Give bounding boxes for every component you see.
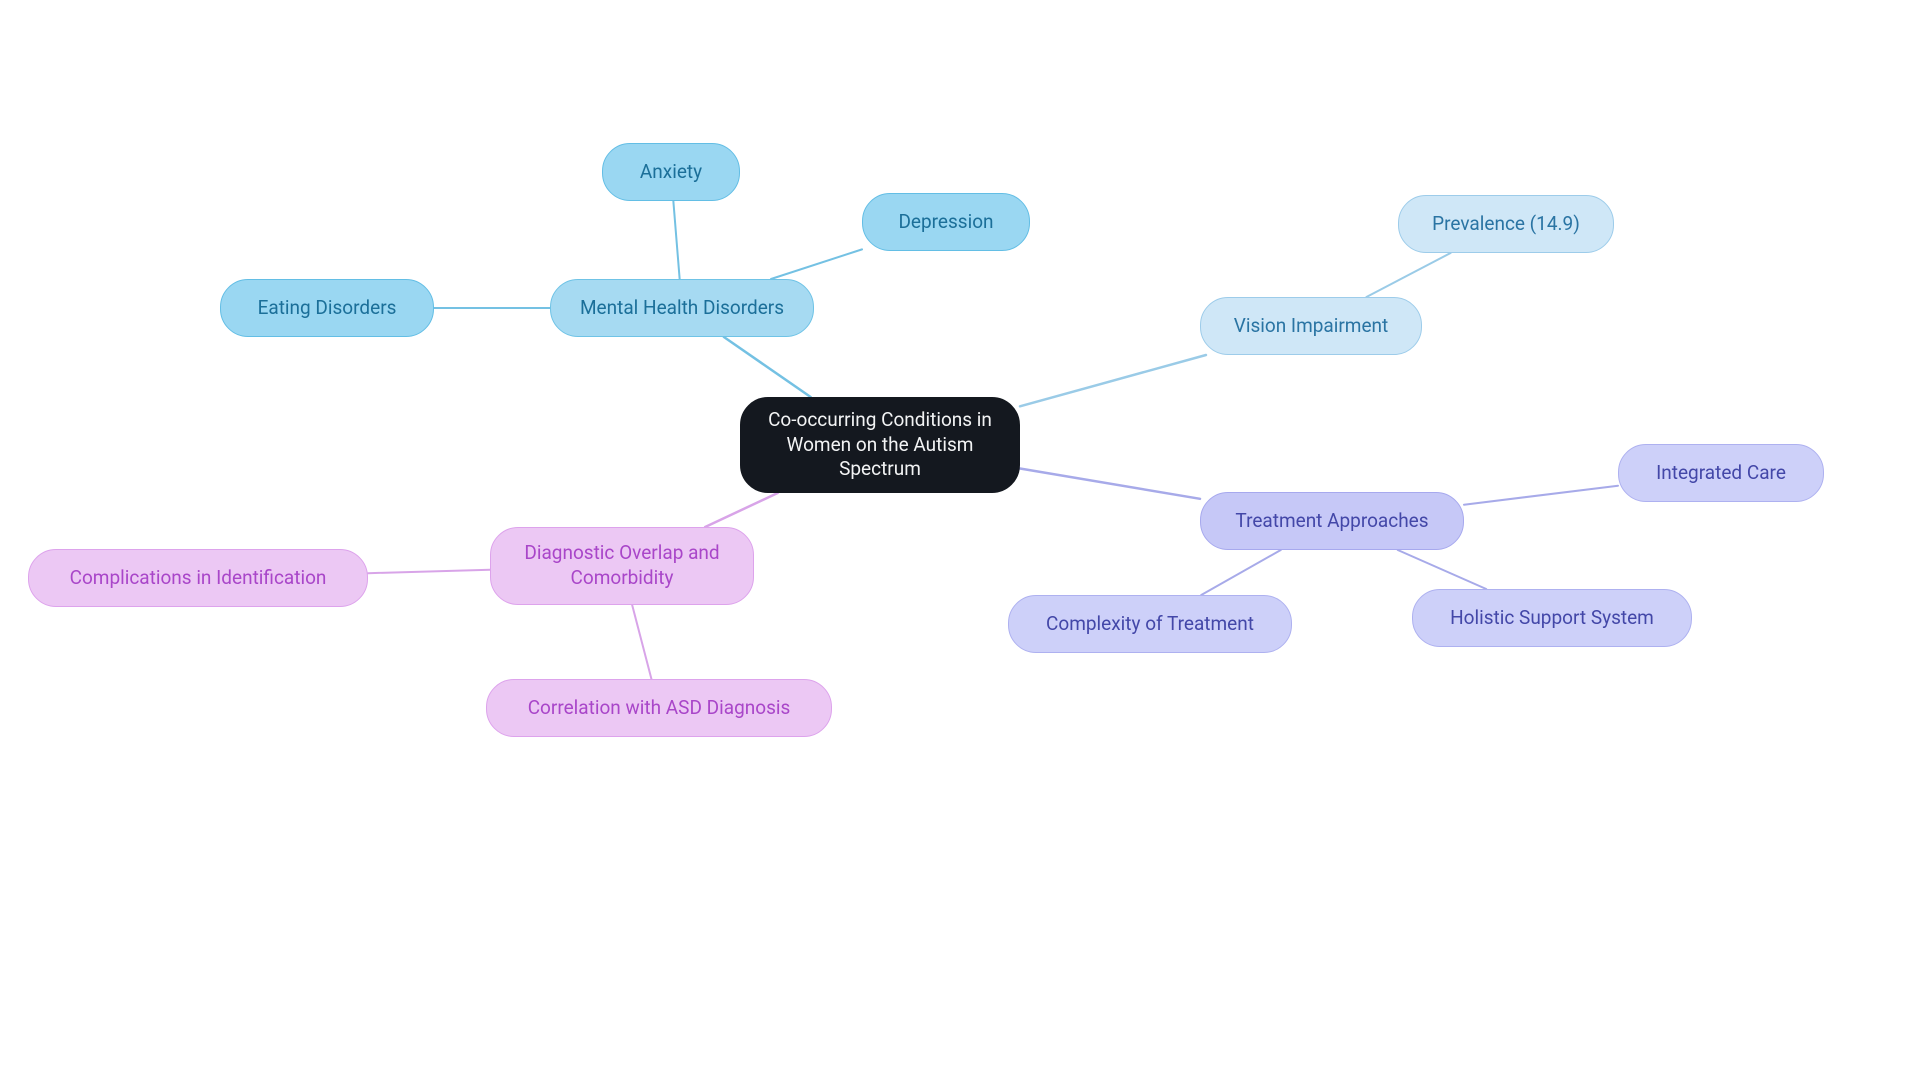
node-diagnostic-overlap: Diagnostic Overlap and Comorbidity bbox=[490, 527, 754, 605]
edge-center-mental-health bbox=[724, 337, 811, 397]
edge-treatment-approaches-integrated-care bbox=[1464, 486, 1618, 505]
edge-treatment-approaches-complexity-treatment bbox=[1201, 550, 1281, 595]
mindmap-canvas: Co-occurring Conditions in Women on the … bbox=[0, 0, 1920, 1083]
node-center: Co-occurring Conditions in Women on the … bbox=[740, 397, 1020, 493]
node-treatment-approaches: Treatment Approaches bbox=[1200, 492, 1464, 550]
edge-vision-impairment-prevalence bbox=[1366, 253, 1450, 297]
node-anxiety: Anxiety bbox=[602, 143, 740, 201]
edge-center-vision-impairment bbox=[1020, 355, 1206, 406]
edge-treatment-approaches-holistic bbox=[1398, 550, 1486, 589]
node-integrated-care: Integrated Care bbox=[1618, 444, 1824, 502]
edge-layer bbox=[0, 0, 1920, 1083]
node-depression: Depression bbox=[862, 193, 1030, 251]
node-correlation: Correlation with ASD Diagnosis bbox=[486, 679, 832, 737]
node-complications: Complications in Identification bbox=[28, 549, 368, 607]
node-holistic: Holistic Support System bbox=[1412, 589, 1692, 647]
edge-diagnostic-overlap-correlation bbox=[632, 605, 651, 679]
node-complexity-treatment: Complexity of Treatment bbox=[1008, 595, 1292, 653]
edge-mental-health-anxiety bbox=[673, 201, 679, 279]
edge-center-diagnostic-overlap bbox=[705, 493, 777, 527]
edge-center-treatment-approaches bbox=[1020, 469, 1200, 499]
node-vision-impairment: Vision Impairment bbox=[1200, 297, 1422, 355]
edge-mental-health-depression bbox=[771, 249, 862, 279]
node-prevalence: Prevalence (14.9) bbox=[1398, 195, 1614, 253]
node-eating-disorders: Eating Disorders bbox=[220, 279, 434, 337]
edge-diagnostic-overlap-complications bbox=[368, 570, 490, 573]
node-mental-health: Mental Health Disorders bbox=[550, 279, 814, 337]
